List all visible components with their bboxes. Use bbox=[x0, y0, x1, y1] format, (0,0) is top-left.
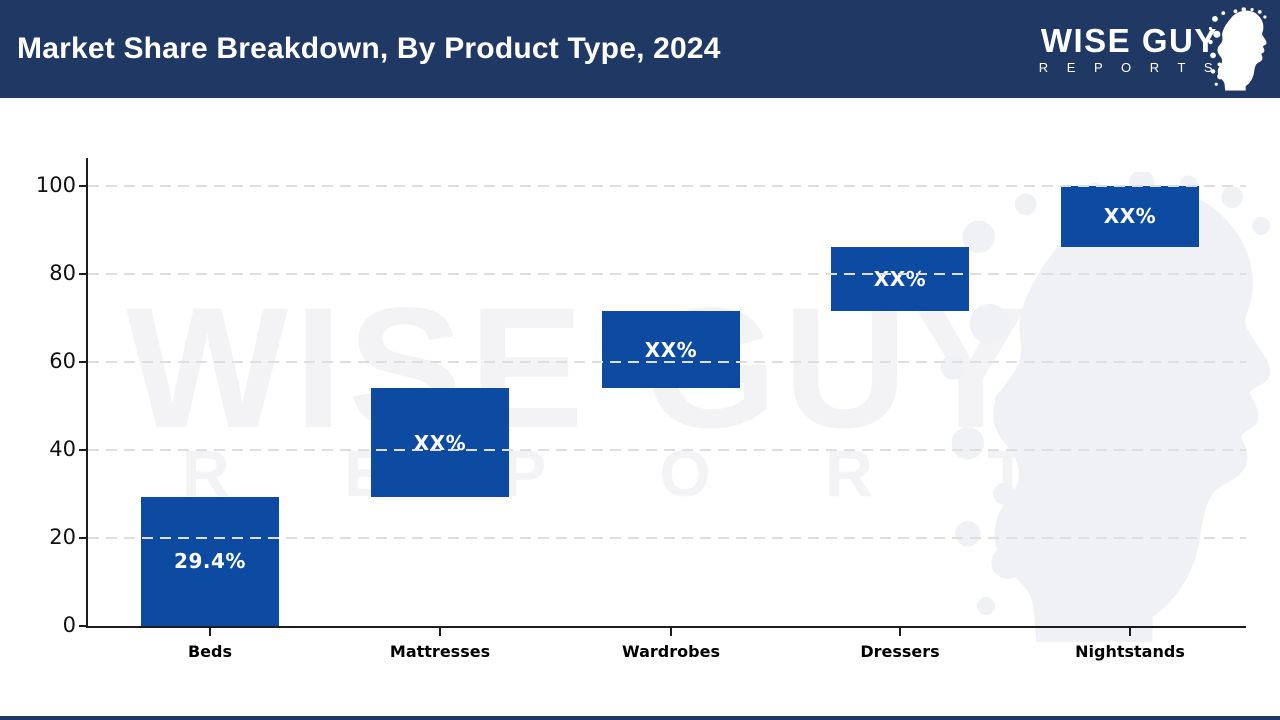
x-axis-label-nightstands: Nightstands bbox=[1075, 642, 1185, 661]
gridline-20 bbox=[88, 537, 1246, 539]
x-tick-dressers bbox=[899, 628, 901, 636]
logo-reports-text: R E P O R T S bbox=[1038, 59, 1220, 75]
x-tick-wardrobes bbox=[670, 628, 672, 636]
x-axis-label-beds: Beds bbox=[187, 642, 233, 661]
footer-strip bbox=[0, 716, 1280, 720]
x-axis-line bbox=[86, 626, 1246, 628]
x-tick-mattresses bbox=[439, 628, 441, 636]
bar-value-label: XX% bbox=[873, 267, 927, 292]
bar-nightstands: XX% bbox=[1061, 186, 1199, 247]
header-bar: Market Share Breakdown, By Product Type,… bbox=[0, 0, 1280, 98]
gridline-60 bbox=[88, 361, 1246, 363]
wise-guy-logo: WISE GUY R E P O R T S bbox=[1039, 4, 1270, 94]
y-tick-label-0: 0 bbox=[62, 613, 76, 637]
bar-value-label: XX% bbox=[644, 337, 698, 362]
logo-face-icon bbox=[1206, 6, 1270, 92]
y-tick-label-80: 80 bbox=[49, 261, 76, 285]
gridline-80 bbox=[88, 273, 1246, 275]
y-tick-label-20: 20 bbox=[49, 525, 76, 549]
bar-beds: 29.4% bbox=[141, 496, 279, 626]
gridline-100 bbox=[88, 185, 1246, 187]
y-tick-40 bbox=[79, 449, 88, 451]
logo-wordmark-text: WISE GUY bbox=[1040, 21, 1218, 59]
x-axis-label-mattresses: Mattresses bbox=[389, 642, 491, 661]
y-tick-label-60: 60 bbox=[49, 349, 76, 373]
y-tick-100 bbox=[79, 185, 88, 187]
y-axis-line bbox=[86, 158, 88, 628]
y-tick-0 bbox=[79, 625, 88, 627]
x-axis-label-wardrobes: Wardrobes bbox=[622, 642, 720, 661]
y-tick-label-40: 40 bbox=[49, 437, 76, 461]
y-tick-label-100: 100 bbox=[35, 173, 76, 197]
x-tick-beds bbox=[209, 628, 211, 636]
y-tick-20 bbox=[79, 537, 88, 539]
bar-wardrobes: XX% bbox=[602, 311, 740, 389]
bar-value-label: 29.4% bbox=[174, 549, 246, 574]
page-title: Market Share Breakdown, By Product Type,… bbox=[17, 32, 721, 65]
gridline-40 bbox=[88, 449, 1246, 451]
y-tick-60 bbox=[79, 361, 88, 363]
x-tick-nightstands bbox=[1129, 628, 1131, 636]
bar-value-label: XX% bbox=[1103, 204, 1157, 229]
bar-mattresses: XX% bbox=[371, 388, 509, 497]
bar-dressers: XX% bbox=[831, 246, 969, 312]
chart-area: WISE GUY R E P O R T S 0 20 40 60 80 100 29.4%… bbox=[0, 98, 1280, 716]
logo-wordmark: WISE GUY R E P O R T S bbox=[1039, 24, 1220, 75]
y-tick-80 bbox=[79, 273, 88, 275]
x-axis-label-dressers: Dressers bbox=[860, 642, 940, 661]
